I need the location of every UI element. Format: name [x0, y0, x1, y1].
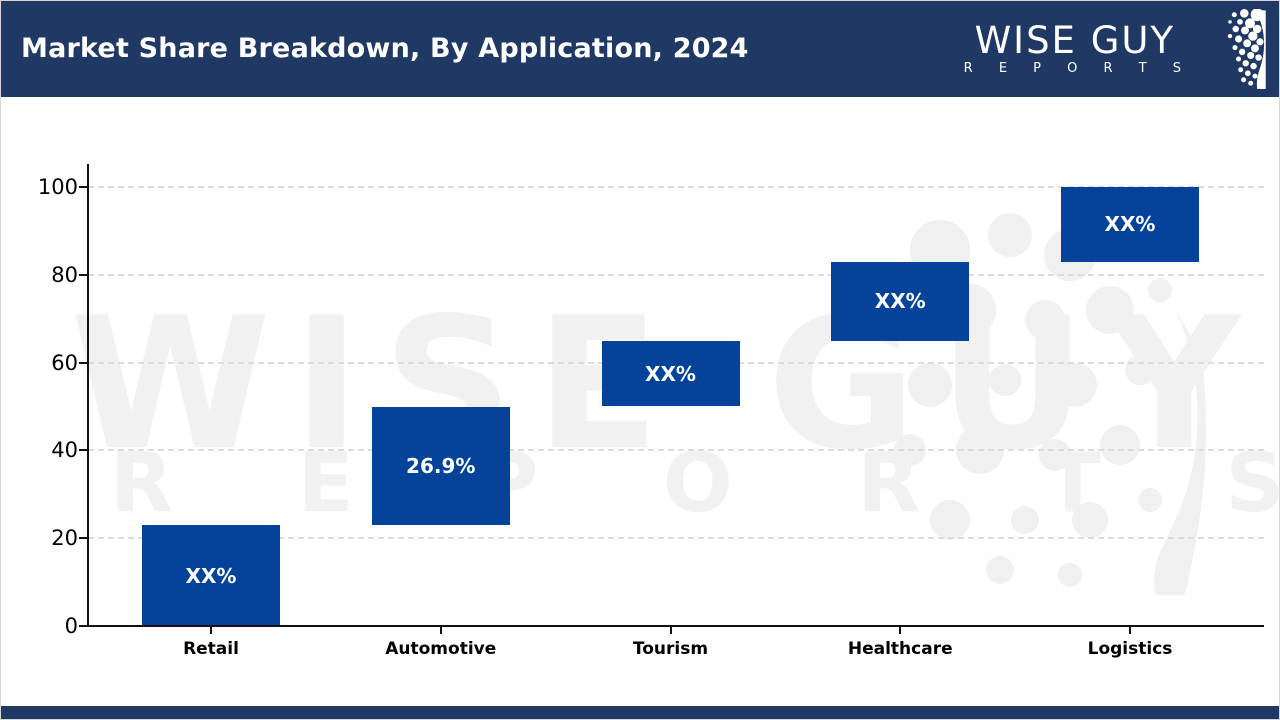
y-tick-mark-100 — [79, 186, 87, 188]
x-tick-mark-retail — [210, 627, 212, 634]
x-tick-label-healthcare: Healthcare — [847, 639, 953, 659]
bar-logistics: XX% — [1061, 187, 1199, 262]
x-tick-label-automotive: Automotive — [385, 639, 497, 659]
bar-value-label: 26.9% — [406, 453, 476, 478]
brand-name: WISE GUY — [974, 18, 1176, 62]
bar-value-label: XX% — [874, 289, 926, 314]
bar-value-label: XX% — [185, 563, 237, 588]
bar-healthcare: XX% — [831, 261, 970, 341]
y-tick-label-80: 80 — [51, 262, 78, 287]
brand-logo-text: WISE GUY R E P O R T S — [958, 18, 1192, 77]
x-tick-mark-logistics — [1129, 627, 1131, 634]
y-tick-mark-0 — [79, 625, 87, 627]
gridline-80 — [88, 273, 1264, 276]
y-tick-mark-20 — [79, 537, 87, 540]
gridline-40 — [88, 449, 1264, 452]
y-tick-mark-60 — [79, 361, 87, 364]
x-axis-line — [87, 625, 1264, 627]
x-tick-mark-healthcare — [899, 627, 902, 634]
bar-value-label: XX% — [645, 361, 696, 386]
x-tick-mark-tourism — [669, 627, 672, 634]
y-tick-label-100: 100 — [37, 175, 78, 199]
y-tick-label-20: 20 — [51, 526, 78, 551]
brand-subtitle: R E P O R T S — [963, 61, 1192, 77]
y-tick-mark-40 — [79, 449, 87, 452]
y-tick-label-40: 40 — [51, 438, 78, 463]
brand-logo: WISE GUY R E P O R T S — [958, 8, 1266, 90]
bar-tourism: XX% — [601, 340, 740, 407]
x-tick-label-logistics: Logistics — [1087, 639, 1173, 659]
y-tick-label-60: 60 — [51, 350, 78, 375]
bar-automotive: 26.9% — [371, 406, 510, 526]
bar-retail: XX% — [142, 525, 280, 626]
dotted-face-icon — [1227, 9, 1266, 89]
y-tick-label-0: 0 — [64, 614, 78, 638]
footer-bar — [0, 706, 1280, 720]
x-tick-label-tourism: Tourism — [632, 639, 709, 659]
gridline-20 — [88, 537, 1264, 540]
x-tick-label-retail: Retail — [183, 639, 239, 659]
x-tick-mark-automotive — [439, 627, 442, 634]
y-axis-line — [87, 164, 89, 627]
bar-value-label: XX% — [1104, 212, 1156, 237]
header-bar: Market Share Breakdown, By Application, … — [0, 0, 1280, 97]
gridline-100 — [88, 186, 1264, 188]
y-tick-mark-80 — [79, 273, 87, 276]
chart-title: Market Share Breakdown, By Application, … — [21, 33, 749, 64]
